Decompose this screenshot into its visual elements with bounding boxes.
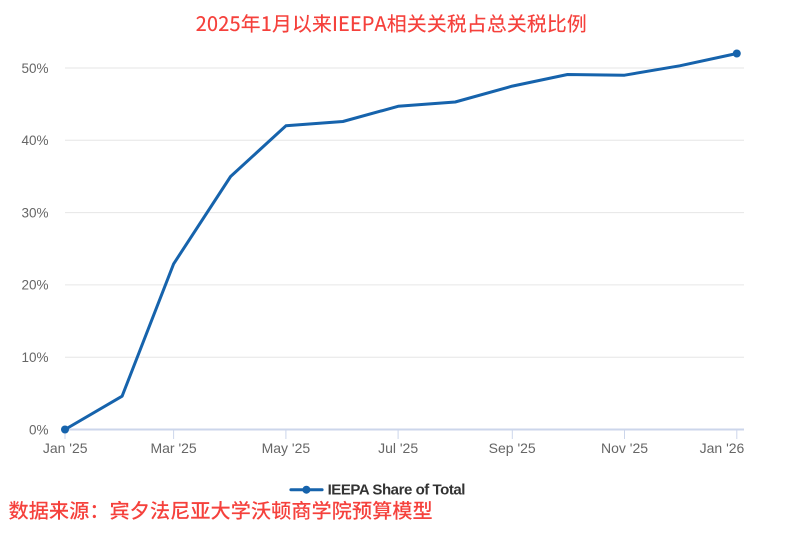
svg-text:Mar '25: Mar '25 (150, 440, 196, 456)
svg-text:50%: 50% (21, 61, 48, 76)
svg-text:20%: 20% (21, 278, 48, 293)
svg-text:Jan '25: Jan '25 (43, 440, 88, 456)
svg-text:0%: 0% (29, 422, 49, 437)
svg-text:Sep '25: Sep '25 (489, 440, 536, 456)
svg-text:30%: 30% (21, 205, 48, 220)
svg-text:Jul '25: Jul '25 (378, 440, 418, 456)
svg-text:Nov '25: Nov '25 (601, 440, 648, 456)
svg-text:10%: 10% (21, 350, 48, 365)
svg-text:IEEPA Share of Total: IEEPA Share of Total (328, 482, 466, 499)
svg-text:Jan '26: Jan '26 (700, 440, 745, 456)
svg-text:May '25: May '25 (262, 440, 311, 456)
svg-text:40%: 40% (21, 133, 48, 148)
